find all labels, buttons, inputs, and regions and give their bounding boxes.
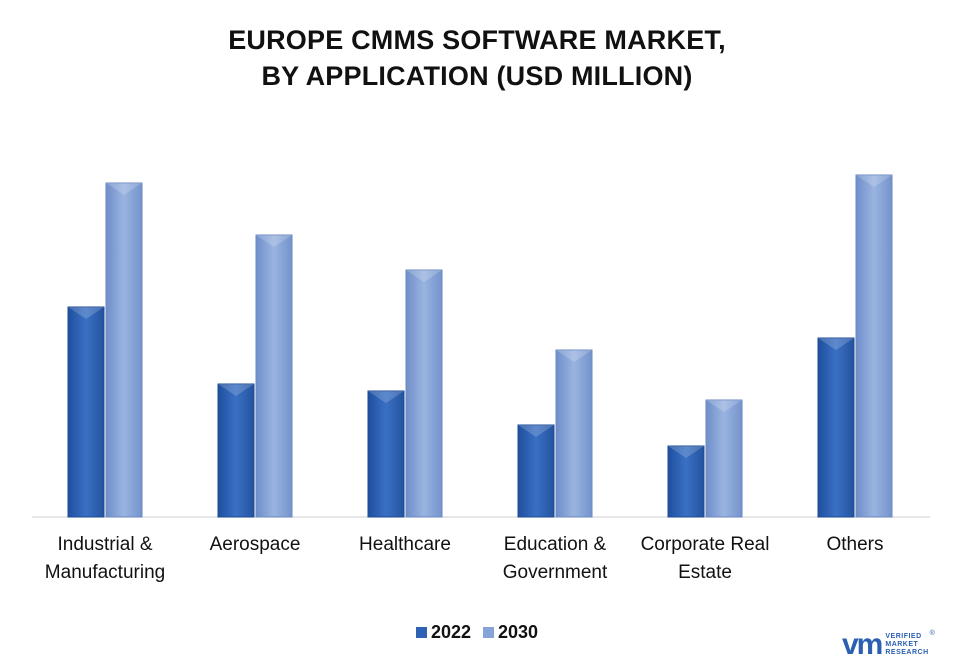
x-tick-label-5: Others: [775, 531, 935, 559]
vmr-logo: vm VERIFIED MARKET RESEARCH ®: [842, 630, 935, 660]
x-tick-label-0-line-1: Manufacturing: [44, 562, 166, 583]
chart-title-line-1: EUROPE CMMS SOFTWARE MARKET,: [228, 25, 726, 55]
bar-bevel-2022-1: [218, 384, 254, 396]
bar-2022-0: [67, 306, 105, 518]
legend-item-2022: 2022: [415, 622, 471, 643]
bars-group: [67, 174, 893, 518]
vmr-logo-text: VERIFIED MARKET RESEARCH: [885, 633, 928, 657]
bar-2022-5: [817, 337, 855, 518]
bar-bevel-2022-0: [68, 307, 104, 319]
x-tick-label-3-line-1: Government: [502, 562, 608, 583]
bar-2030-3: [555, 349, 593, 518]
bar-2030-1: [255, 234, 293, 518]
bar-2022-2: [367, 390, 405, 518]
bar-bevel-2030-2: [406, 270, 442, 282]
legend-swatch-2022: [415, 627, 427, 638]
legend-label-2030: 2030: [498, 622, 539, 642]
x-tick-label-4-line-1: Estate: [678, 562, 732, 583]
bar-bevel-2030-3: [556, 350, 592, 362]
bar-bevel-2030-5: [856, 175, 892, 187]
x-tick-label-1: Aerospace: [175, 531, 335, 559]
x-tick-label-5-line-0: Others: [826, 534, 884, 555]
bar-bevel-2022-2: [368, 391, 404, 403]
x-tick-label-4-line-0: Corporate Real: [640, 534, 770, 555]
chart-title-line-2: BY APPLICATION (USD MILLION): [261, 61, 693, 91]
bar-2022-4: [667, 445, 705, 518]
vmr-logo-mark: vm: [842, 628, 883, 661]
x-tick-label-0: Industrial & Manufacturing: [25, 531, 185, 587]
x-tick-label-2: Healthcare: [325, 531, 485, 559]
x-tick-label-3-line-0: Education &: [503, 534, 607, 555]
x-tick-label-4: Corporate Real Estate: [625, 531, 785, 587]
bar-2022-3: [517, 424, 555, 518]
bar-2030-4: [705, 399, 743, 518]
bar-bevel-2030-0: [106, 183, 142, 195]
x-tick-label-0-line-0: Industrial &: [57, 534, 153, 555]
vmr-logo-text-line-3: RESEARCH: [885, 649, 929, 656]
bar-bevel-2030-1: [256, 235, 292, 247]
bar-bevel-2030-4: [706, 400, 742, 412]
bar-2022-1: [217, 383, 255, 518]
vmr-logo-registered: ®: [929, 630, 935, 637]
legend-label-2022: 2022: [430, 622, 471, 642]
bar-2030-0: [105, 182, 143, 518]
chart-title: EUROPE CMMS SOFTWARE MARKET, BY APPLICAT…: [0, 22, 954, 94]
bar-2030-5: [855, 174, 893, 518]
x-tick-label-3: Education & Government: [475, 531, 635, 587]
bar-bevel-2022-5: [818, 338, 854, 350]
legend-swatch-2030: [483, 627, 494, 638]
x-tick-label-2-line-0: Healthcare: [359, 534, 451, 555]
bar-2030-2: [405, 269, 443, 518]
vmr-logo-text-line-1: VERIFIED: [885, 633, 922, 640]
bar-bevel-2022-3: [518, 425, 554, 437]
legend-item-2030: 2030: [483, 622, 538, 643]
vmr-logo-text-line-2: MARKET: [885, 641, 919, 648]
bar-bevel-2022-4: [668, 446, 704, 458]
legend: 2022 2030: [0, 622, 954, 643]
x-tick-label-1-line-0: Aerospace: [209, 534, 301, 555]
